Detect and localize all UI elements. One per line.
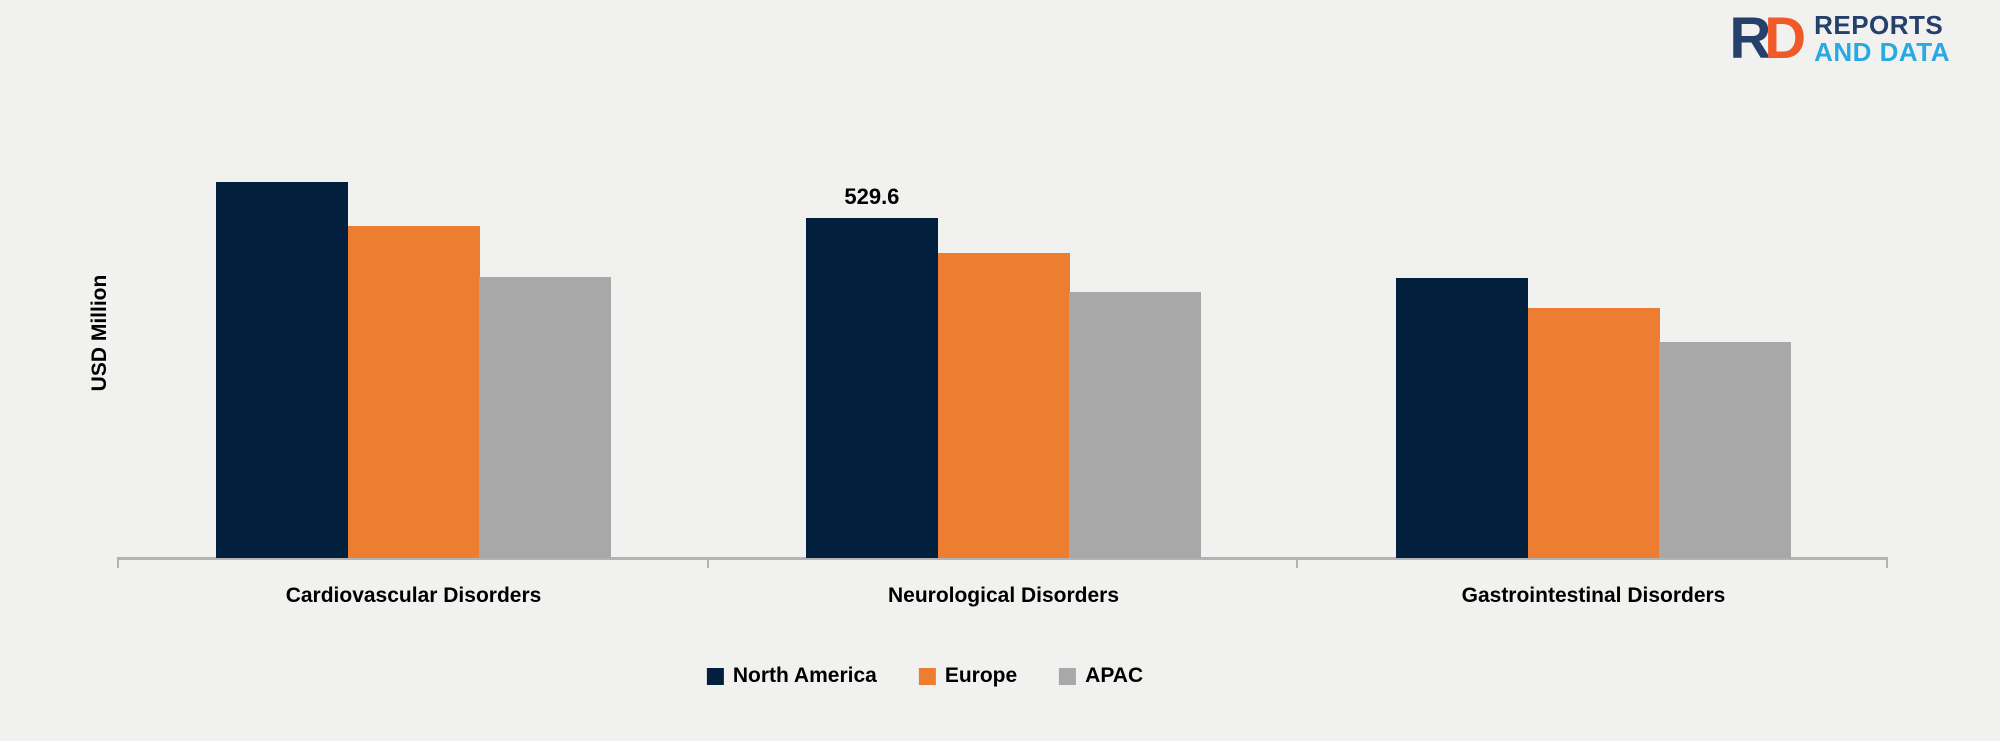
bar-north-america-cardiovascular-disorders bbox=[216, 182, 348, 558]
logo-letter-r: R bbox=[1729, 6, 1771, 72]
legend-label-apac: APAC bbox=[1085, 664, 1144, 687]
legend-item-europe: Europe bbox=[918, 664, 1018, 688]
data-label-north-america-neurological-disorders: 529.6 bbox=[844, 184, 900, 209]
category-label-neurological-disorders: Neurological Disorders bbox=[887, 584, 1120, 607]
bar-apac-gastrointestinal-disorders bbox=[1659, 342, 1792, 558]
bar-apac-neurological-disorders bbox=[1069, 292, 1202, 558]
logo-letter-d: D bbox=[1764, 6, 1806, 72]
bar-apac-cardiovascular-disorders bbox=[479, 277, 612, 558]
bar-north-america-gastrointestinal-disorders bbox=[1396, 278, 1528, 558]
x-axis-line bbox=[117, 557, 1888, 560]
x-axis-tick bbox=[1886, 557, 1888, 568]
legend-item-north-america: North America bbox=[706, 664, 877, 688]
logo-monogram: RD bbox=[1729, 10, 1806, 68]
logo-wordmark: REPORTS AND DATA bbox=[1814, 10, 1950, 68]
category-label-cardiovascular-disorders: Cardiovascular Disorders bbox=[285, 584, 542, 607]
chart-legend: North America Europe APAC bbox=[706, 664, 1143, 688]
x-axis-tick bbox=[1296, 557, 1299, 568]
category-label-gastrointestinal-disorders: Gastrointestinal Disorders bbox=[1461, 584, 1726, 607]
y-axis-label: USD Million bbox=[88, 274, 111, 392]
bar-europe-cardiovascular-disorders bbox=[347, 226, 480, 558]
legend-swatch-apac bbox=[1059, 667, 1077, 685]
bar-north-america-neurological-disorders bbox=[806, 218, 938, 558]
logo-text-reports: REPORTS bbox=[1814, 10, 1944, 40]
bar-europe-neurological-disorders bbox=[937, 253, 1070, 558]
brand-logo: RD REPORTS AND DATA bbox=[1729, 10, 1950, 68]
legend-label-europe: Europe bbox=[944, 664, 1018, 687]
legend-item-apac: APAC bbox=[1059, 664, 1143, 688]
x-axis-tick bbox=[706, 557, 709, 568]
legend-swatch-north-america bbox=[706, 667, 724, 685]
legend-label-north-america: North America bbox=[732, 664, 877, 687]
logo-text-and-data: AND DATA bbox=[1814, 37, 1950, 68]
x-axis-tick bbox=[117, 557, 119, 568]
bar-europe-gastrointestinal-disorders bbox=[1527, 308, 1660, 558]
legend-swatch-europe bbox=[918, 667, 936, 685]
